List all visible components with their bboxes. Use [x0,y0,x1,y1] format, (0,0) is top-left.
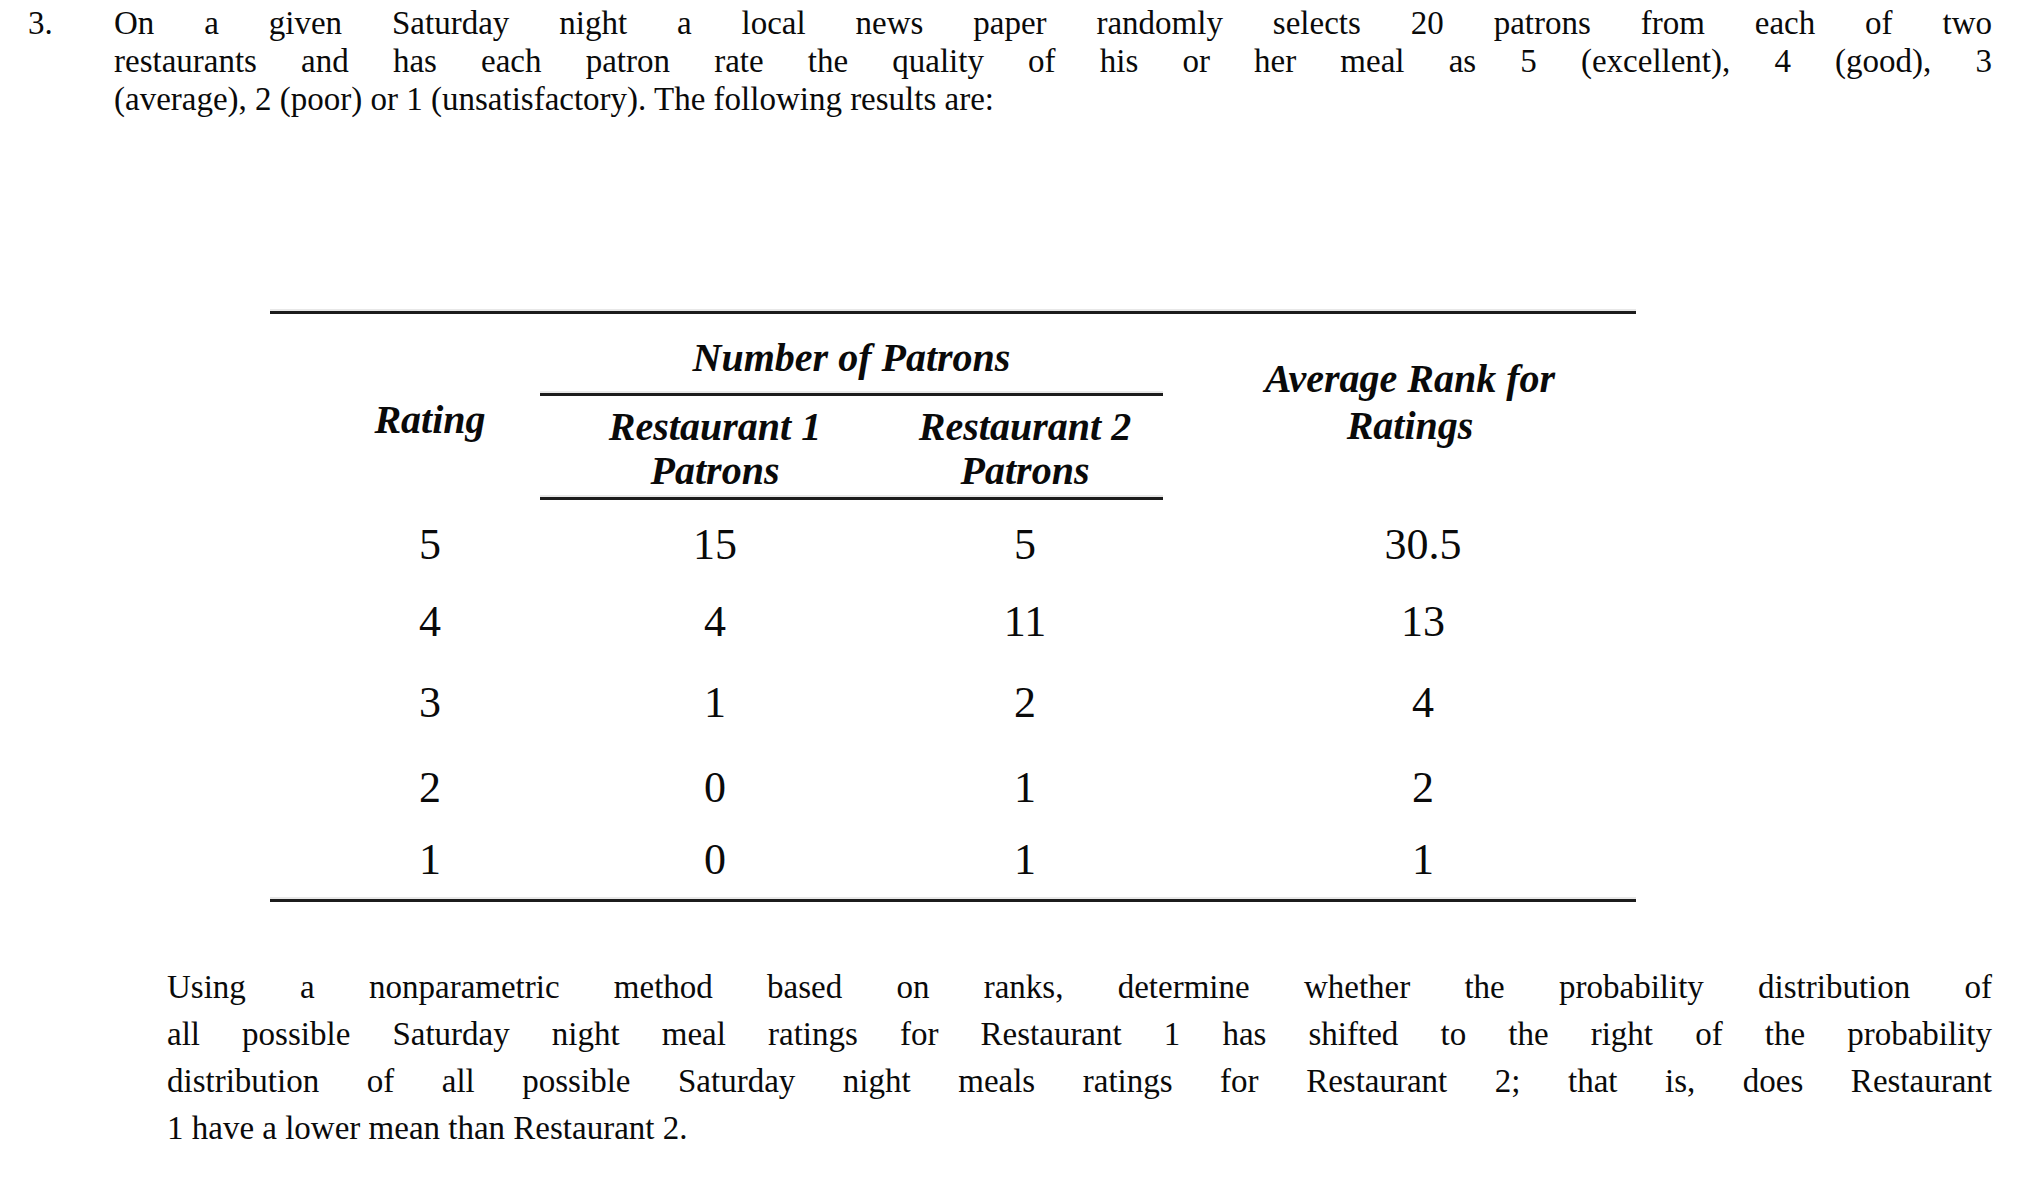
problem-statement-line: On a given Saturday night a local news p… [114,4,1992,42]
question-line: distribution of all possible Saturday ni… [167,1058,1992,1105]
cell-restaurant1: 0 [590,836,840,884]
cell-restaurant1: 0 [590,764,840,812]
problem-number: 3. [28,5,53,42]
column-header-rating: Rating [280,397,580,443]
problem-statement-line: (average), 2 (poor) or 1 (unsatisfactory… [114,80,1992,118]
column-header-restaurant2-patrons: Restaurant 2 Patrons [840,405,1210,493]
column-header-average-rank: Average Rank for Ratings [1185,355,1635,449]
column-header-average-rank-line2: Ratings [1185,402,1635,449]
cell-rating: 5 [270,521,590,569]
cell-rating: 2 [270,764,590,812]
cell-restaurant2: 1 [840,836,1210,884]
column-header-average-rank-line1: Average Rank for [1185,355,1635,402]
problem-statement-line: restaurants and has each patron rate the… [114,42,1992,80]
cell-rating: 4 [270,598,590,646]
cell-avg-rank: 1 [1210,836,1636,884]
cell-avg-rank: 2 [1210,764,1636,812]
cell-restaurant1: 1 [590,679,840,727]
column-header-restaurant1-patrons: Restaurant 1 Patrons [555,405,875,493]
table-row: 1 0 1 1 [270,836,1636,884]
table-row: 4 4 11 13 [270,598,1636,646]
column-header-restaurant1-line1: Restaurant 1 [555,405,875,449]
question-line: 1 have a lower mean than Restaurant 2. [167,1105,1992,1152]
table-row: 5 15 5 30.5 [270,521,1636,569]
cell-avg-rank: 30.5 [1210,521,1636,569]
question-line: all possible Saturday night meal ratings… [167,1011,1992,1058]
problem-statement: On a given Saturday night a local news p… [114,4,1992,118]
cell-restaurant1: 4 [590,598,840,646]
cell-restaurant1: 15 [590,521,840,569]
column-header-restaurant1-line2: Patrons [555,449,875,493]
table-bottom-rule [270,899,1636,902]
column-header-restaurant2-line2: Patrons [840,449,1210,493]
question-line: Using a nonparametric method based on ra… [167,964,1992,1011]
cell-restaurant2: 11 [840,598,1210,646]
cell-restaurant2: 1 [840,764,1210,812]
group-header-underline [540,393,1163,396]
question-paragraph: Using a nonparametric method based on ra… [167,964,1992,1152]
ratings-table: Number of Patrons Rating Restaurant 1 Pa… [270,311,1636,902]
table-row: 3 1 2 4 [270,679,1636,727]
group-header-number-of-patrons: Number of Patrons [540,335,1163,381]
cell-restaurant2: 5 [840,521,1210,569]
table-row: 2 0 1 2 [270,764,1636,812]
column-header-restaurant2-line1: Restaurant 2 [840,405,1210,449]
subheader-underline [540,497,1163,500]
cell-avg-rank: 4 [1210,679,1636,727]
cell-avg-rank: 13 [1210,598,1636,646]
cell-restaurant2: 2 [840,679,1210,727]
cell-rating: 1 [270,836,590,884]
cell-rating: 3 [270,679,590,727]
table-top-rule [270,311,1636,314]
